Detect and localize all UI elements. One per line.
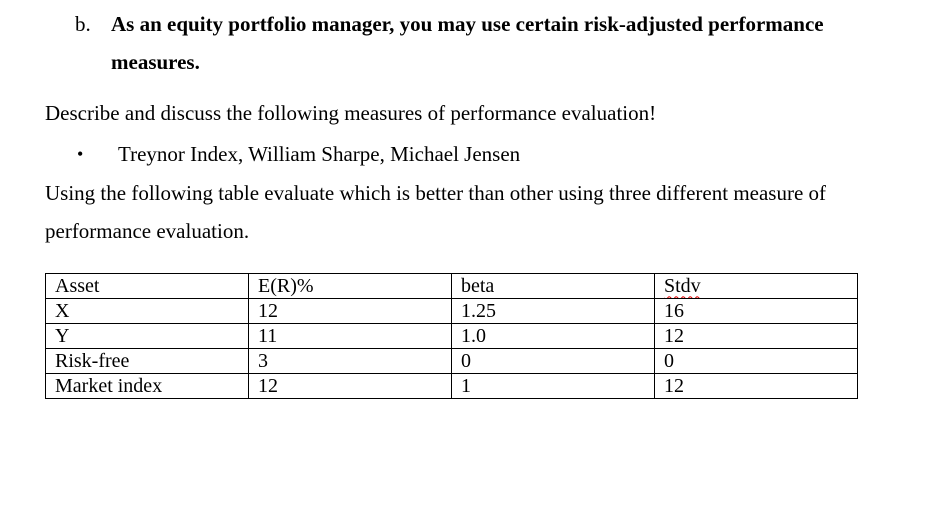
describe-paragraph: Describe and discuss the following measu…	[45, 101, 657, 125]
question-marker: b.	[75, 12, 91, 36]
table-header-cell-beta: beta	[451, 273, 655, 299]
table-cell: 16	[654, 298, 858, 324]
table-cell: 12	[654, 373, 858, 399]
performance-table: Asset E(R)% beta Stdv X 12 1.25 16 Y 11 …	[45, 273, 858, 399]
table-cell: Y	[45, 323, 249, 349]
misspelled-word: Stdv	[664, 274, 701, 297]
table-row-x: X 12 1.25 16	[45, 298, 858, 324]
table-cell: 0	[654, 348, 858, 374]
using-paragraph: Using the following table evaluate which…	[45, 181, 827, 243]
question-item-b: b. As an equity portfolio manager, you m…	[75, 5, 895, 81]
table-cell: 3	[248, 348, 452, 374]
table-cell: 12	[248, 298, 452, 324]
table-cell: 1	[451, 373, 655, 399]
table-cell: X	[45, 298, 249, 324]
table-row-y: Y 11 1.0 12	[45, 323, 858, 349]
question-text: As an equity portfolio manager, you may …	[111, 12, 824, 74]
table-cell: 1.25	[451, 298, 655, 324]
table-cell: Risk-free	[45, 348, 249, 374]
table-cell: Market index	[45, 373, 249, 399]
table-header-cell-stdv: Stdv	[654, 273, 858, 299]
table-header-row: Asset E(R)% beta Stdv	[45, 273, 858, 299]
bullet-list-item: • Treynor Index, William Sharpe, Michael…	[77, 135, 877, 173]
table-header-cell-er: E(R)%	[248, 273, 452, 299]
table-cell: 1.0	[451, 323, 655, 349]
table-row-market-index: Market index 12 1 12	[45, 373, 858, 399]
bullet-icon: •	[77, 144, 84, 164]
table-header-cell-asset: Asset	[45, 273, 249, 299]
table-row-risk-free: Risk-free 3 0 0	[45, 348, 858, 374]
table-cell: 12	[654, 323, 858, 349]
table-cell: 0	[451, 348, 655, 374]
bullet-text: Treynor Index, William Sharpe, Michael J…	[118, 142, 521, 166]
table-cell: 12	[248, 373, 452, 399]
table-cell: 11	[248, 323, 452, 349]
